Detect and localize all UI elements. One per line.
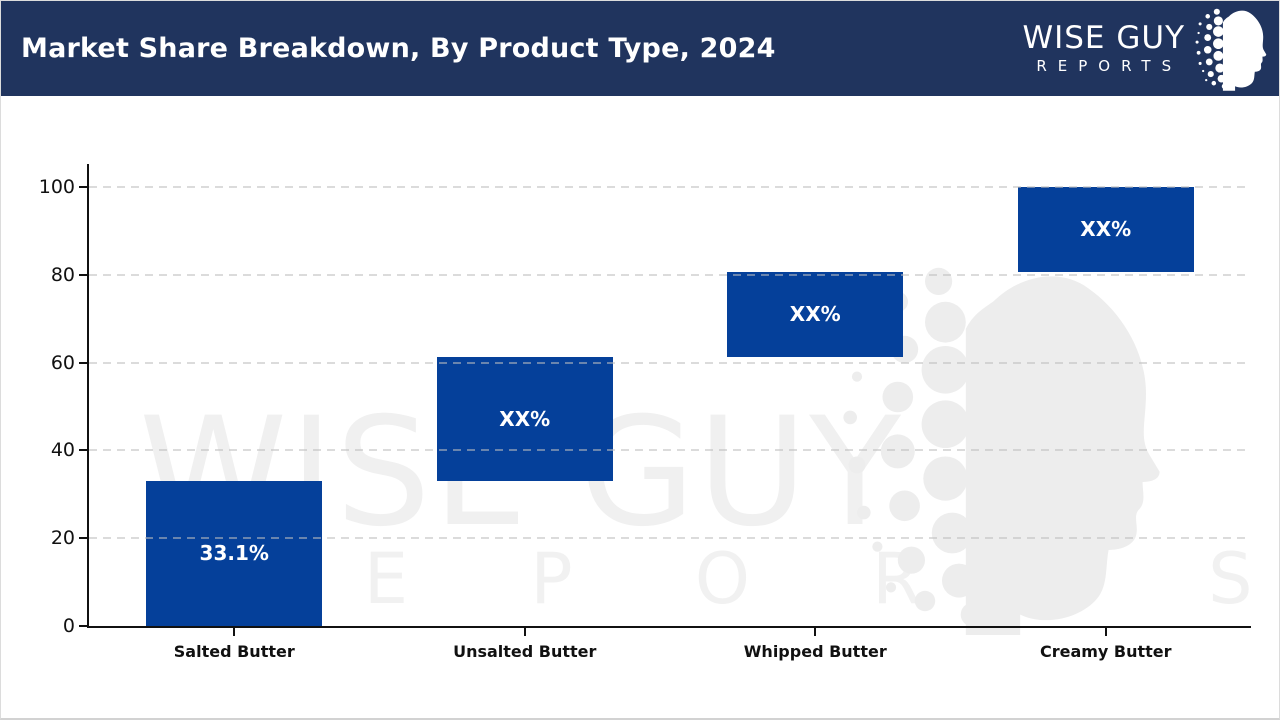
header: Market Share Breakdown, By Product Type,… [1, 1, 1279, 96]
y-tick-mark [79, 537, 87, 540]
y-tick-mark [79, 273, 87, 276]
bar [1017, 187, 1194, 272]
logo-wordmark: WISE GUY [1022, 20, 1185, 57]
head-profile-icon [1195, 8, 1267, 91]
bar [727, 271, 904, 357]
bar [436, 356, 613, 481]
y-tick-label: 20 [50, 527, 75, 550]
gridline [89, 186, 1251, 188]
y-tick-label: 0 [62, 615, 75, 637]
logo-subtitle: REPORTS [1036, 56, 1183, 75]
x-axis-line [87, 626, 1251, 628]
x-tick-label: Salted Butter [173, 642, 295, 661]
y-tick-label: 60 [50, 351, 75, 374]
x-tick-mark [233, 628, 236, 636]
chart-area: WISE GUY R E P O R T S 33.1% XX% XX% XX% 0 20… [1, 96, 1279, 718]
y-tick-mark [79, 361, 87, 364]
x-tick-mark [1104, 628, 1107, 636]
bar-value-label: XX% [1080, 217, 1132, 242]
y-tick-label: 80 [50, 263, 75, 286]
y-tick-mark [79, 625, 87, 627]
y-tick-label: 100 [38, 176, 75, 198]
x-tick-mark [523, 628, 526, 636]
y-tick-label: 40 [50, 439, 75, 462]
gridline [89, 537, 1251, 540]
x-tick-label: Whipped Butter [743, 642, 887, 661]
y-axis-line [87, 164, 89, 628]
logo-text: WISE GUY REPORTS [1022, 22, 1185, 75]
y-tick-mark [79, 449, 87, 452]
x-tick-label: Creamy Butter [1039, 642, 1172, 661]
bar-value-label: 33.1% [199, 541, 269, 566]
gridline [89, 449, 1251, 452]
bar [146, 480, 323, 626]
bar-value-label: XX% [789, 302, 841, 327]
gridline [89, 273, 1251, 276]
x-tick-mark [814, 628, 817, 636]
x-tick-label: Unsalted Butter [453, 642, 597, 661]
y-tick-mark [79, 186, 87, 188]
page-title: Market Share Breakdown, By Product Type,… [21, 33, 776, 64]
bar-value-label: XX% [499, 406, 551, 431]
gridline [89, 361, 1251, 364]
wise-guy-logo: WISE GUY REPORTS [1022, 7, 1267, 91]
